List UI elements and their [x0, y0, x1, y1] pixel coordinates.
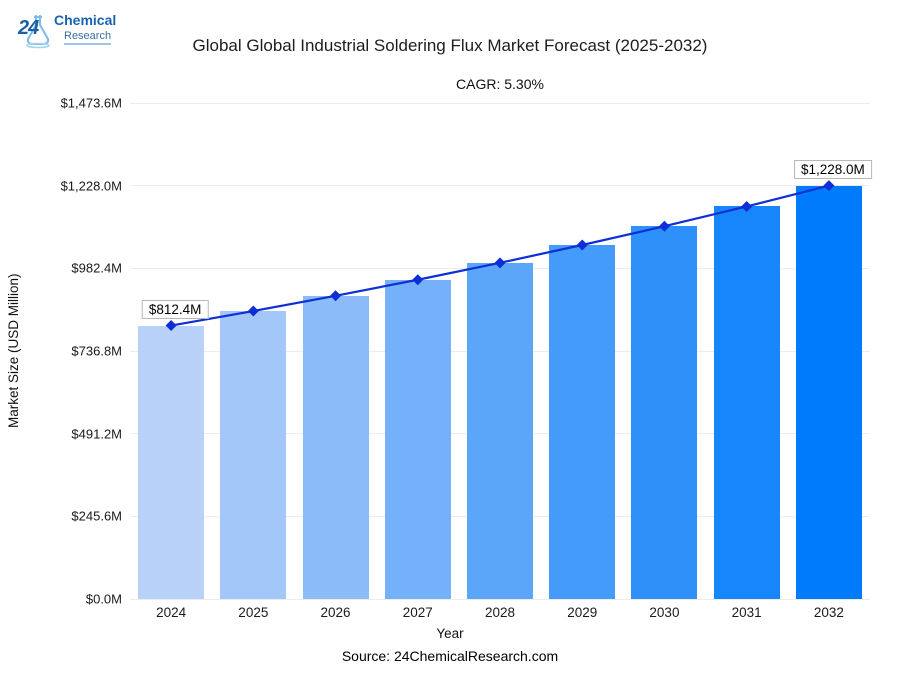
logo-line2: Research — [64, 31, 112, 45]
y-tick-label: $1,228.0M — [60, 178, 122, 194]
diamond-marker — [823, 180, 835, 192]
chart-title: Global Global Industrial Soldering Flux … — [192, 36, 708, 55]
logo-line1: Chemical — [54, 12, 117, 28]
bar-2025 — [220, 311, 287, 599]
x-tick-label-2026: 2026 — [320, 605, 351, 620]
bar-2030 — [631, 226, 698, 599]
diamond-marker — [412, 274, 424, 286]
x-tick-label-2024: 2024 — [156, 605, 187, 620]
y-tick-label: $982.4M — [71, 260, 122, 276]
bar-2024 — [138, 325, 205, 599]
bar-2032 — [795, 185, 862, 599]
diamond-marker — [247, 305, 259, 317]
flask-icon: 24 — [18, 9, 58, 49]
y-tick-label: $245.6M — [71, 508, 122, 524]
value-label-2032: $1,228.0M — [793, 159, 872, 179]
source-text: Source: 24ChemicalResearch.com — [341, 648, 559, 664]
gridline — [130, 598, 870, 600]
x-tick-label-2032: 2032 — [813, 605, 844, 620]
x-axis-title: Year — [436, 626, 464, 641]
diamond-marker — [330, 290, 342, 302]
diamond-marker — [494, 257, 506, 269]
x-tick-label-2030: 2030 — [649, 605, 680, 620]
diamond-marker — [658, 220, 670, 232]
x-tick-label-2031: 2031 — [731, 605, 762, 620]
gridline — [130, 185, 870, 187]
logo-number: 24 — [18, 17, 39, 39]
logo: 24 Chemical Research — [18, 8, 138, 50]
gridline — [130, 102, 870, 104]
y-tick-label: $0.0M — [85, 591, 122, 607]
x-tick-label-2025: 2025 — [238, 605, 269, 620]
y-tick-label: $736.8M — [71, 343, 122, 359]
bar-2027 — [384, 279, 451, 599]
bar-2026 — [302, 295, 369, 599]
logo-text: Chemical Research — [54, 13, 116, 45]
diamond-marker — [576, 239, 588, 251]
value-label-2024: $812.4M — [141, 299, 209, 319]
bar-2028 — [467, 262, 533, 599]
chart-subtitle: CAGR: 5.30% — [456, 76, 544, 92]
trend-line — [165, 180, 835, 332]
y-tick-label: $1,473.6M — [60, 95, 122, 111]
diamond-marker — [165, 320, 177, 332]
diamond-marker — [741, 200, 753, 212]
x-tick-label-2029: 2029 — [567, 605, 598, 620]
bar-2031 — [713, 206, 780, 599]
bar-2029 — [549, 245, 616, 599]
x-tick-label-2027: 2027 — [402, 605, 433, 620]
x-tick-label-2028: 2028 — [484, 605, 516, 620]
y-tick-label: $491.2M — [71, 426, 122, 442]
plot-area — [130, 102, 870, 600]
